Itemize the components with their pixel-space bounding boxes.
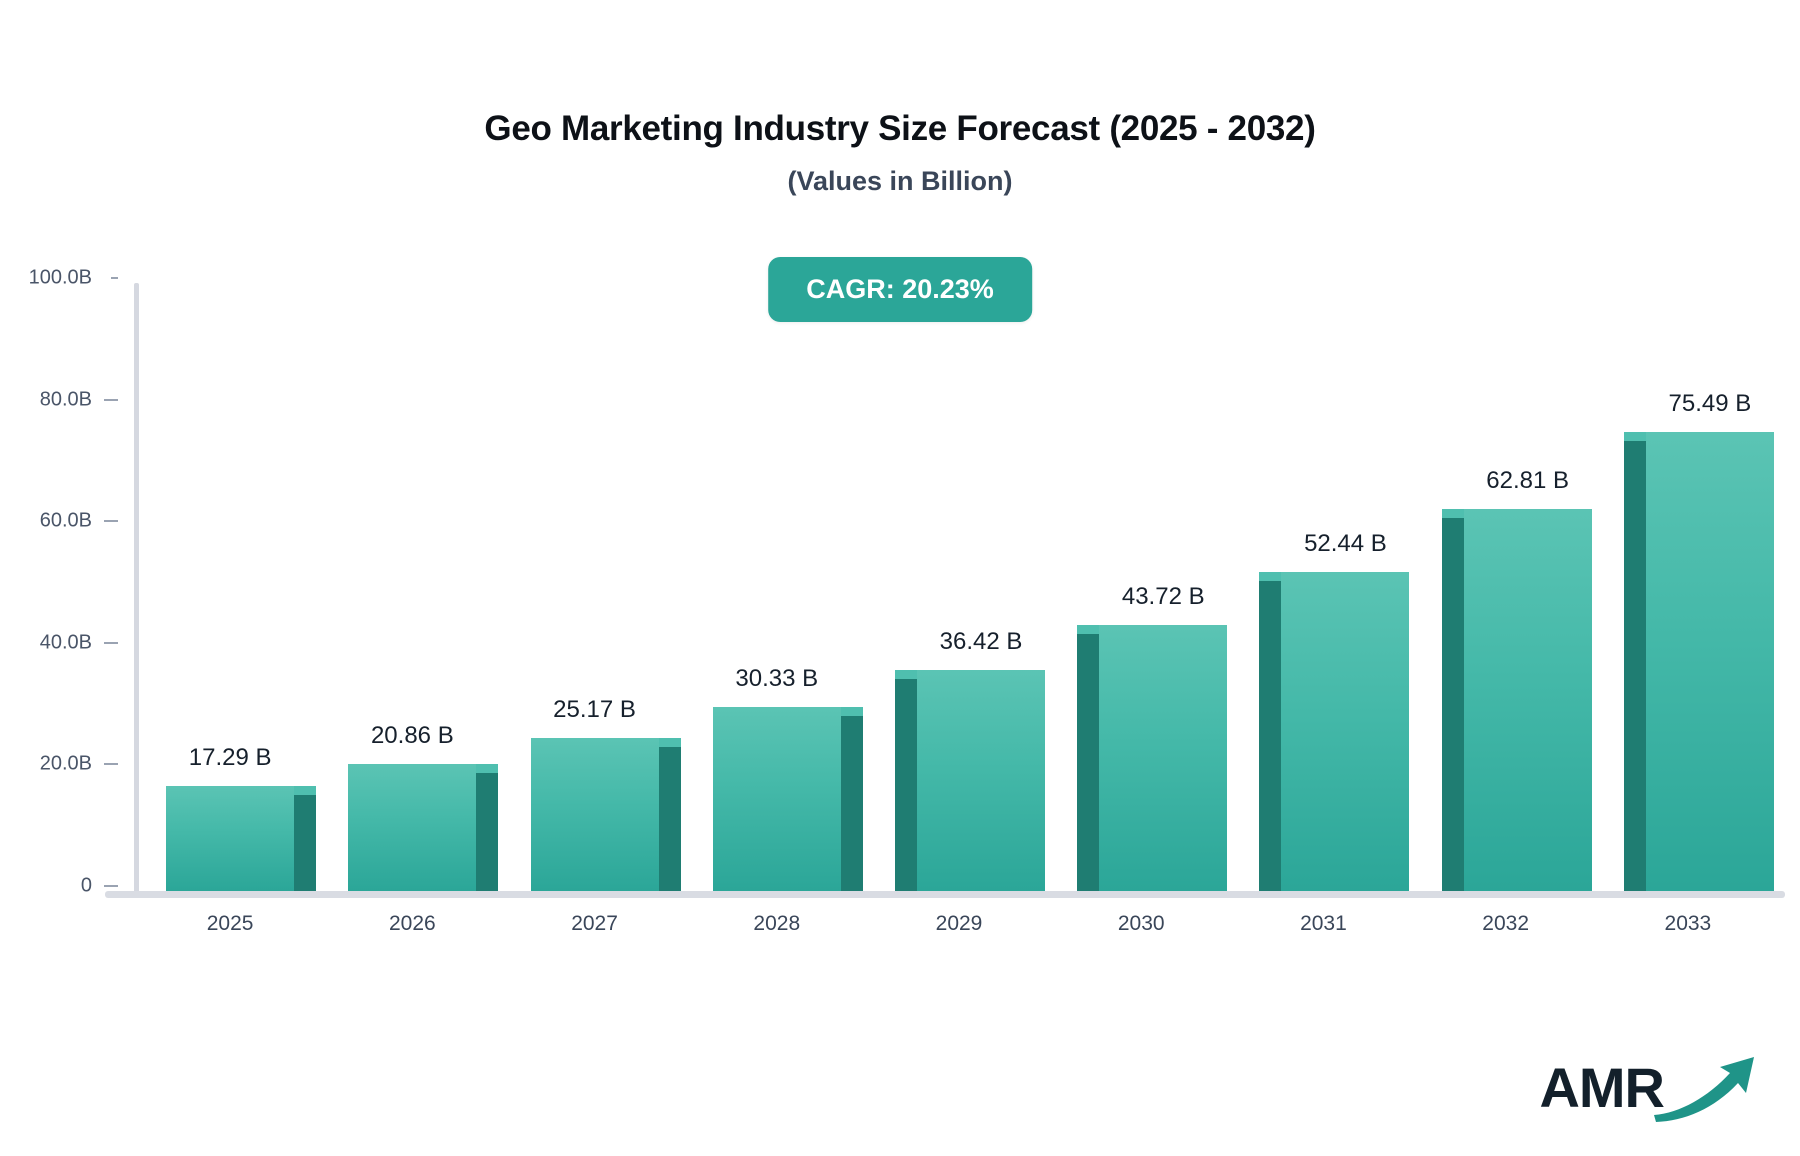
x-axis-tick-label: 2027 (571, 912, 618, 935)
bar-column[interactable]: 62.81 B (1441, 283, 1592, 891)
bar-top-face (1077, 625, 1100, 635)
bar-front-face (1281, 572, 1410, 891)
bar-value-label: 43.72 B (1121, 583, 1205, 611)
bar-side-face (840, 714, 863, 891)
bar-value-label: 20.86 B (370, 722, 454, 750)
amr-logo: AMR (1539, 1047, 1762, 1128)
bar-series: 17.29 B 20.86 B 25.17 B 30.33 B 36.42 B 43.72… (139, 283, 1779, 891)
y-axis-tick-label: 80.0B (39, 388, 92, 411)
bar-column[interactable]: 43.72 B (1077, 283, 1228, 891)
x-axis-tick-label: 2025 (206, 912, 254, 935)
bar-column[interactable]: 75.49 B (1623, 283, 1774, 891)
y-axis-tick-mark (104, 398, 118, 401)
bar-column[interactable]: 17.29 B (166, 283, 317, 891)
y-axis-tick-mark (104, 641, 118, 644)
bar-side-face (1623, 440, 1646, 891)
bar-column[interactable]: 52.44 B (1259, 283, 1410, 891)
x-axis-baseline (105, 891, 1785, 898)
bar-front-face (712, 706, 841, 891)
bar-value-label: 25.17 B (553, 695, 636, 723)
y-axis-line (134, 283, 139, 896)
bar-front-face (1099, 625, 1228, 891)
bar-value-label: 52.44 B (1304, 530, 1387, 558)
bar-value-label: 62.81 B (1486, 467, 1570, 495)
bar-value-label: 36.42 B (939, 627, 1023, 655)
bar-value-label: 75.49 B (1668, 390, 1752, 418)
amr-wordmark: AMR (1539, 1055, 1665, 1119)
bar-side-face (1259, 580, 1282, 891)
y-axis-tick-mark (104, 763, 118, 766)
cagr-badge: CAGR: 20.23% (768, 257, 1032, 322)
x-axis-tick-label: 2028 (753, 912, 801, 935)
x-axis-tick-label: 2033 (1664, 912, 1712, 935)
y-axis-tick-label: 0 (80, 874, 92, 897)
bar-value-label: 30.33 B (735, 664, 819, 692)
y-axis-tick-label: 100.0B (28, 266, 92, 289)
bar-top-face (1441, 509, 1464, 519)
bar-front-face (1463, 509, 1592, 891)
y-axis-tick-label: 40.0B (39, 631, 92, 654)
bar-front-face (348, 764, 477, 891)
bar-top-face (895, 669, 917, 679)
bar-top-face (840, 706, 863, 716)
y-axis-tick-mark (104, 885, 118, 887)
growth-arrow-icon (1650, 1053, 1762, 1128)
bar-top-face (1623, 432, 1646, 442)
bar-top-face (658, 737, 681, 747)
bar-side-face (658, 745, 681, 891)
bar-front-face (530, 737, 659, 891)
x-axis-tick-label: 2030 (1117, 912, 1165, 935)
bar-front-face (917, 669, 1045, 891)
x-axis-tick-label: 2031 (1300, 912, 1347, 935)
bar-top-face (1259, 572, 1282, 582)
bar-top-face (476, 764, 499, 774)
page-title: Geo Marketing Industry Size Forecast (20… (484, 109, 1316, 148)
x-axis-tick-label: 2029 (935, 912, 983, 935)
x-axis-tick-label: 2026 (388, 912, 436, 935)
bar-value-label: 17.29 B (188, 743, 272, 771)
bar-top-face (294, 785, 317, 795)
x-axis: 2025 2026 2027 2028 2029 2030 2031 2032 2033 (139, 912, 1779, 952)
x-axis-tick-label: 2032 (1482, 912, 1530, 935)
bar-column[interactable]: 25.17 B (530, 283, 681, 891)
title-block: Geo Marketing Industry Size Forecast (20… (0, 108, 1800, 197)
y-axis: 0 20.0B 40.0B 60.0B 80.0B 100.0B (0, 267, 118, 898)
bar-column[interactable]: 30.33 B (712, 283, 863, 891)
bar-front-face (166, 785, 295, 891)
bar-side-face (294, 793, 317, 891)
bar-side-face (1077, 633, 1100, 891)
bar-side-face (895, 677, 917, 891)
bar-column[interactable]: 36.42 B (895, 283, 1045, 891)
y-axis-tick-mark (111, 277, 118, 279)
bar-side-face (476, 772, 499, 891)
y-axis-tick-mark (104, 520, 118, 523)
y-axis-tick-label: 60.0B (39, 509, 92, 532)
bar-front-face (1645, 432, 1774, 891)
y-axis-tick-label: 20.0B (39, 752, 92, 775)
bar-column[interactable]: 20.86 B (348, 283, 499, 891)
chart-subtitle: (Values in Billion) (787, 166, 1013, 196)
bar-side-face (1441, 517, 1464, 891)
